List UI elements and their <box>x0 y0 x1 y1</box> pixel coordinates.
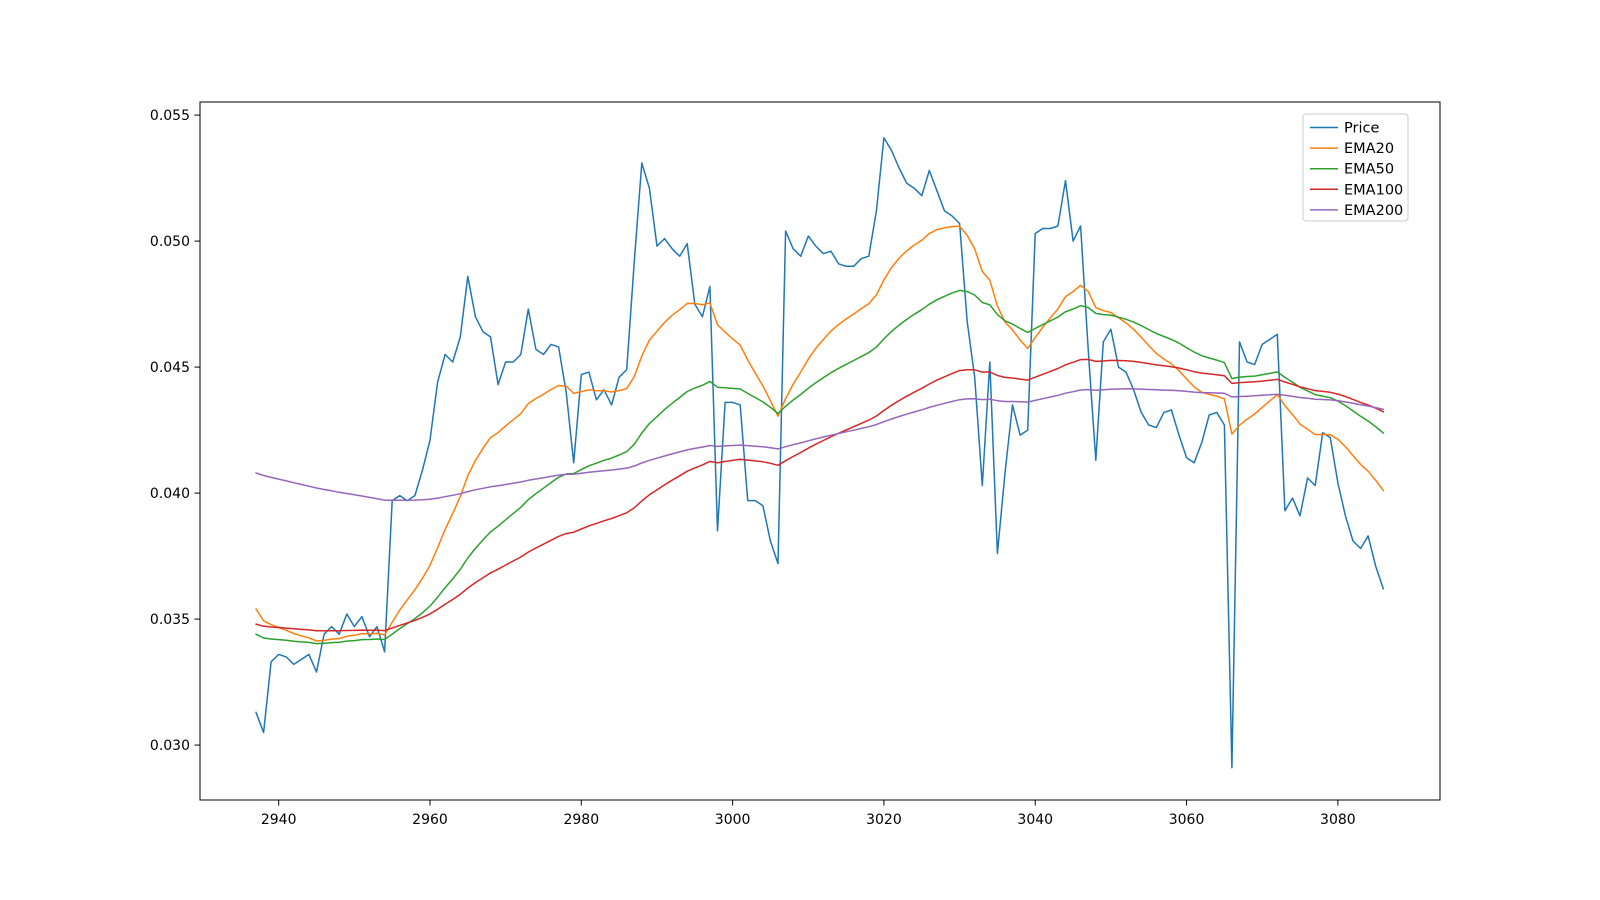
y-axis-tick-label: 0.040 <box>150 486 190 502</box>
legend-label-ema50: EMA50 <box>1344 162 1394 178</box>
legend-item-ema20: EMA20 <box>1310 141 1394 157</box>
x-axis-tick-label: 3060 <box>1169 812 1205 828</box>
ema100-line <box>255 358 1385 632</box>
legend-item-ema200: EMA200 <box>1310 203 1403 219</box>
x-axis-tick-label: 2940 <box>261 812 297 828</box>
legend-label-ema20: EMA20 <box>1344 141 1394 157</box>
x-axis-tick-label: 2980 <box>563 812 599 828</box>
legend-item-price: Price <box>1310 121 1379 137</box>
y-axis-tick-label: 0.045 <box>150 360 190 376</box>
x-axis-tick-label: 3080 <box>1320 812 1356 828</box>
ema200-line <box>255 388 1385 501</box>
legend-label-ema200: EMA200 <box>1344 203 1403 219</box>
price-line <box>255 137 1385 769</box>
y-axis-tick-label: 0.050 <box>150 234 190 250</box>
x-axis-tick-label: 3040 <box>1017 812 1053 828</box>
axes-spines <box>199 101 1441 801</box>
y-axis-tick-label: 0.035 <box>150 612 190 628</box>
ema50-line <box>255 289 1385 645</box>
legend-item-ema50: EMA50 <box>1310 162 1394 178</box>
x-axis-tick-label: 3000 <box>715 812 751 828</box>
legend-item-ema100: EMA100 <box>1310 182 1403 198</box>
x-axis-tick-label: 2960 <box>412 812 448 828</box>
x-axis-tick-label: 3020 <box>866 812 902 828</box>
ema20-line <box>255 225 1385 642</box>
legend-label-ema100: EMA100 <box>1344 182 1403 198</box>
y-axis-tick-label: 0.055 <box>150 108 190 124</box>
y-axis-tick-label: 0.030 <box>150 738 190 754</box>
legend: Price EMA20 EMA50 EMA100 EMA200 <box>1302 113 1409 222</box>
legend-frame <box>1302 113 1409 222</box>
legend-label-price: Price <box>1344 121 1379 137</box>
series-group <box>255 137 1385 769</box>
